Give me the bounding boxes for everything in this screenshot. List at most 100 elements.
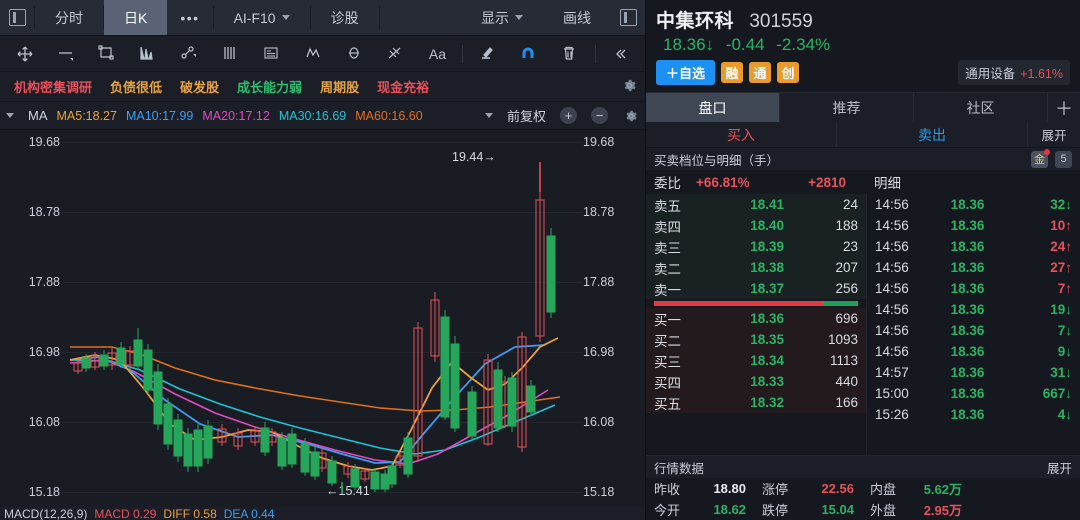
md-value: 2.95万 — [923, 503, 962, 518]
gann-icon[interactable] — [376, 38, 417, 70]
order-row-buy[interactable]: 买二 18.35 1093 — [646, 329, 866, 350]
market-data-expand[interactable]: 展开 — [1046, 461, 1072, 476]
price-chart[interactable]: 19.68 18.78 17.88 16.98 16.08 15.18 19.6… — [0, 132, 645, 507]
gold-badge[interactable]: 金 — [1031, 148, 1050, 168]
zoom-out-button[interactable]: − — [591, 107, 608, 124]
tag-item[interactable]: 现金充裕 — [377, 80, 430, 95]
pitchfork-icon[interactable] — [169, 38, 210, 70]
trash-icon[interactable] — [550, 38, 591, 70]
tick-time: 15:26 — [875, 407, 909, 422]
sell-button[interactable]: 卖出 — [837, 122, 1028, 147]
drawline-button[interactable]: 画线 — [563, 9, 591, 26]
tick-volume: 7↑ — [1057, 281, 1072, 296]
panel-left-icon[interactable] — [0, 0, 34, 35]
md-value: 15.04 — [821, 502, 854, 517]
tick-row: 14:56 18.36 7↓ — [867, 320, 1080, 341]
tick-price: 18.36 — [950, 260, 985, 275]
order-volume: 696 — [835, 311, 858, 326]
diff-value: DIFF 0.58 — [163, 507, 217, 520]
stock-change: -0.44 — [725, 35, 765, 54]
order-row-buy[interactable]: 买一 18.36 696 — [646, 308, 866, 329]
y-axis-label-right: 19.68 — [583, 135, 615, 149]
y-axis-label-right: 17.88 — [583, 275, 615, 289]
tab-recommend[interactable]: 推荐 — [780, 93, 914, 122]
magnet-icon[interactable] — [508, 38, 549, 70]
drawing-toolbar: Aa — [0, 36, 645, 72]
ellipse-icon[interactable] — [334, 38, 375, 70]
chevron-down-icon[interactable] — [6, 113, 14, 118]
text-box-icon[interactable] — [252, 38, 293, 70]
order-price: 18.33 — [750, 374, 784, 389]
parallel-lines-icon[interactable] — [210, 38, 251, 70]
order-label: 买一 — [654, 312, 681, 328]
order-volume: 166 — [835, 395, 858, 410]
add-tab-button[interactable]: ＋ — [1048, 93, 1080, 122]
order-row-sell[interactable]: 卖四 18.40 188 — [646, 215, 866, 236]
zoom-in-button[interactable]: + — [560, 107, 577, 124]
tick-price: 18.36 — [950, 239, 985, 254]
tab-orderbook[interactable]: 盘口 — [646, 93, 780, 122]
chevron-down-icon[interactable] — [484, 113, 493, 118]
ratio-vol: +2810 — [808, 174, 846, 190]
order-label: 买五 — [654, 396, 681, 412]
md-value: 5.62万 — [923, 482, 962, 497]
tick-time: 14:56 — [875, 218, 909, 233]
tag-item[interactable]: 负债很低 — [110, 80, 163, 95]
tag-item[interactable]: 周期股 — [320, 80, 360, 95]
order-row-sell[interactable]: 卖五 18.41 24 — [646, 194, 866, 215]
tick-volume: 31↓ — [1050, 365, 1072, 380]
tag-item[interactable]: 成长能力弱 — [237, 80, 303, 95]
buy-button[interactable]: 买入 — [646, 122, 837, 147]
order-row-buy[interactable]: 买三 18.34 1113 — [646, 350, 866, 371]
display-button[interactable]: 显示 — [461, 0, 543, 35]
ratio-pct: +66.81% — [696, 174, 750, 190]
market-data-row: 今开 18.62 跌停 15.04 外盘 2.95万 — [646, 499, 1080, 520]
wave-icon[interactable] — [293, 38, 334, 70]
line-icon[interactable] — [45, 38, 86, 70]
add-to-watchlist-button[interactable]: ＋自选 — [656, 60, 716, 85]
flag-chinext[interactable]: 创 — [777, 62, 800, 83]
tab-daily-k[interactable]: 日K — [104, 0, 168, 35]
tab-timeshare[interactable]: 分时 — [55, 9, 83, 26]
eraser-icon[interactable] — [467, 38, 508, 70]
expand-icon[interactable] — [600, 38, 641, 70]
order-volume: 1113 — [829, 353, 858, 368]
tick-time: 14:56 — [875, 197, 909, 212]
adjust-mode-label[interactable]: 前复权 — [506, 109, 546, 124]
chart-settings-icon[interactable] — [622, 107, 639, 124]
trade-ticks[interactable]: 14:56 18.36 32↓ 14:56 18.36 10↑ 14:56 18… — [867, 194, 1080, 455]
order-volume: 256 — [835, 281, 858, 296]
tick-time: 15:00 — [875, 386, 909, 401]
stock-header: 中集环科 301559 18.36↓ -0.44 -2.34% ＋自选 融 通 … — [646, 0, 1080, 92]
order-row-buy[interactable]: 买五 18.32 166 — [646, 392, 866, 413]
flag-margin[interactable]: 融 — [721, 62, 744, 83]
ma-label[interactable]: MA — [28, 108, 48, 123]
order-row-buy[interactable]: 买四 18.33 440 — [646, 371, 866, 392]
level-badge[interactable]: 5 — [1055, 150, 1072, 168]
order-row-sell[interactable]: 卖三 18.39 23 — [646, 236, 866, 257]
order-row-sell[interactable]: 卖二 18.38 207 — [646, 257, 866, 278]
sector-badge[interactable]: 通用设备 +1.61% — [958, 60, 1070, 85]
more-periods-button[interactable]: ••• — [180, 9, 200, 26]
tick-volume: 667↓ — [1042, 386, 1072, 401]
move-icon[interactable] — [4, 38, 45, 70]
tag-item[interactable]: 破发股 — [180, 80, 220, 95]
expand-trade-button[interactable]: 展开 — [1041, 129, 1067, 143]
macd-indicator-row[interactable]: MACD(12,26,9) MACD 0.29 DIFF 0.58 DEA 0.… — [0, 507, 645, 520]
tab-community[interactable]: 社区 — [914, 93, 1048, 122]
diagnose-button[interactable]: 诊股 — [330, 9, 359, 26]
tick-volume: 4↓ — [1057, 407, 1072, 422]
rectangle-icon[interactable] — [87, 38, 128, 70]
flag-connect[interactable]: 通 — [749, 62, 772, 83]
text-tool-icon[interactable]: Aa — [428, 45, 447, 62]
fan-icon[interactable] — [128, 38, 169, 70]
tag-settings-icon[interactable] — [622, 78, 637, 96]
panel-tabs: 盘口 推荐 社区 ＋ — [646, 92, 1080, 122]
panel-right-icon[interactable] — [611, 0, 645, 35]
order-row-sell[interactable]: 卖一 18.37 256 — [646, 278, 866, 299]
tick-price: 18.36 — [950, 386, 985, 401]
stock-name: 中集环科 — [656, 11, 735, 32]
tag-item[interactable]: 机构密集调研 — [14, 80, 93, 95]
tick-volume: 27↑ — [1050, 260, 1072, 275]
ai-f10-button[interactable]: AI-F10 — [214, 0, 310, 35]
